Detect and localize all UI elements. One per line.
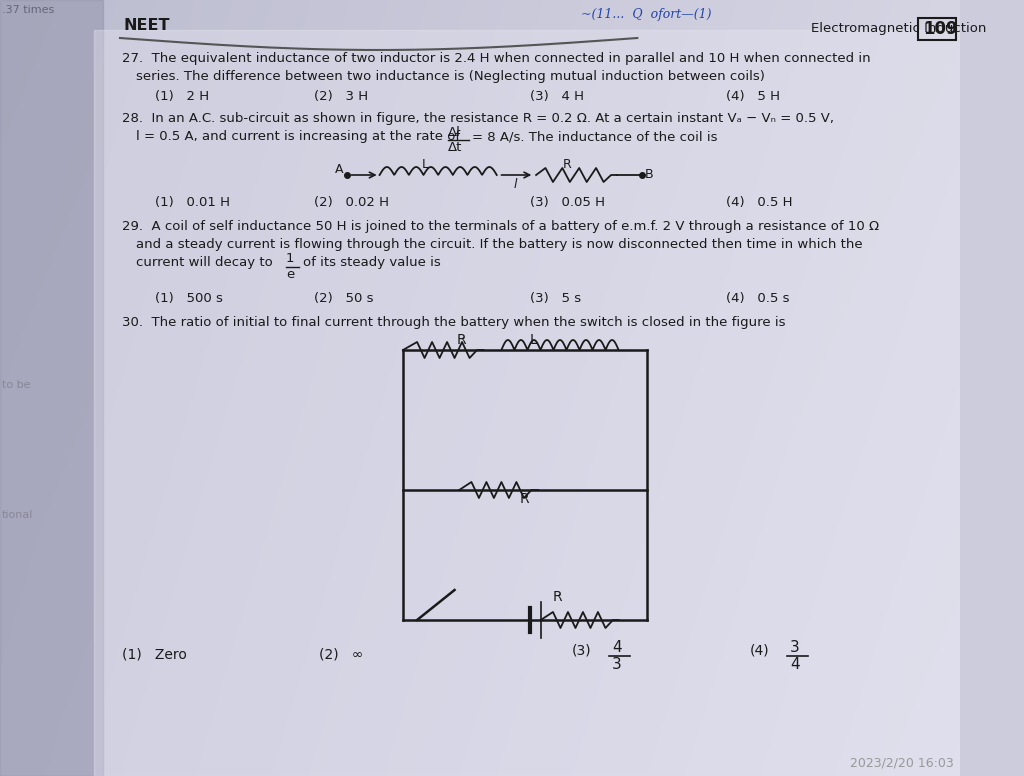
Text: 4: 4 bbox=[791, 657, 800, 672]
Text: (2)   ∞: (2) ∞ bbox=[318, 648, 362, 662]
Text: 1: 1 bbox=[286, 252, 294, 265]
Text: (1)   2 H: (1) 2 H bbox=[155, 90, 209, 103]
Text: (2)   0.02 H: (2) 0.02 H bbox=[314, 196, 389, 209]
Text: Δt: Δt bbox=[447, 141, 463, 154]
Text: L: L bbox=[529, 333, 538, 347]
Text: (4): (4) bbox=[750, 644, 769, 658]
Text: to be: to be bbox=[2, 380, 31, 390]
Text: R: R bbox=[457, 333, 466, 347]
Text: = 8 A/s. The inductance of the coil is: = 8 A/s. The inductance of the coil is bbox=[472, 130, 718, 143]
Text: NEET: NEET bbox=[124, 18, 170, 33]
Text: (2)   3 H: (2) 3 H bbox=[314, 90, 368, 103]
Text: series. The difference between two inductance is (Neglecting mutual induction be: series. The difference between two induc… bbox=[136, 70, 765, 83]
Text: 3: 3 bbox=[791, 640, 800, 655]
Text: (4)   0.5 H: (4) 0.5 H bbox=[726, 196, 793, 209]
Text: (4)   5 H: (4) 5 H bbox=[726, 90, 780, 103]
Text: 28.  In an A.C. sub-circuit as shown in figure, the resistance R = 0.2 Ω. At a c: 28. In an A.C. sub-circuit as shown in f… bbox=[122, 112, 834, 125]
Text: (1)   0.01 H: (1) 0.01 H bbox=[155, 196, 229, 209]
Text: (1)   500 s: (1) 500 s bbox=[155, 292, 222, 305]
Text: R: R bbox=[562, 158, 571, 171]
Text: 109: 109 bbox=[924, 20, 957, 38]
Text: 30.  The ratio of initial to final current through the battery when the switch i: 30. The ratio of initial to final curren… bbox=[122, 316, 785, 329]
Text: 29.  A coil of self inductance 50 H is joined to the terminals of a battery of e: 29. A coil of self inductance 50 H is jo… bbox=[122, 220, 879, 233]
Text: e: e bbox=[286, 268, 294, 281]
Text: L: L bbox=[422, 158, 429, 171]
Text: (3): (3) bbox=[571, 644, 591, 658]
Text: (1)   Zero: (1) Zero bbox=[122, 648, 186, 662]
Text: (2)   50 s: (2) 50 s bbox=[314, 292, 374, 305]
Text: ~(11...  Q  ofort—(1): ~(11... Q ofort—(1) bbox=[581, 8, 712, 21]
Text: Electromagnetic Induction: Electromagnetic Induction bbox=[811, 22, 986, 35]
Text: 27.  The equivalent inductance of two inductor is 2.4 H when connected in parall: 27. The equivalent inductance of two ind… bbox=[122, 52, 870, 65]
Text: R: R bbox=[519, 492, 528, 506]
Text: current will decay to: current will decay to bbox=[136, 256, 272, 269]
Text: (3)   5 s: (3) 5 s bbox=[529, 292, 581, 305]
Text: (3)   4 H: (3) 4 H bbox=[529, 90, 584, 103]
Bar bbox=[919, 18, 956, 40]
Text: and a steady current is flowing through the circuit. If the battery is now disco: and a steady current is flowing through … bbox=[136, 238, 862, 251]
Text: l = 0.5 A, and current is increasing at the rate of: l = 0.5 A, and current is increasing at … bbox=[136, 130, 460, 143]
Text: 4: 4 bbox=[612, 640, 622, 655]
Text: of its steady value is: of its steady value is bbox=[303, 256, 440, 269]
Bar bbox=[0, 0, 103, 776]
Text: R: R bbox=[553, 590, 562, 604]
Text: (4)   0.5 s: (4) 0.5 s bbox=[726, 292, 790, 305]
Text: l: l bbox=[514, 178, 517, 191]
Text: 3: 3 bbox=[612, 657, 622, 672]
Text: 2023/2/20 16:03: 2023/2/20 16:03 bbox=[850, 756, 954, 769]
Text: .37 times: .37 times bbox=[2, 5, 54, 15]
Text: B: B bbox=[645, 168, 653, 181]
Text: Δl: Δl bbox=[447, 126, 461, 139]
Text: A: A bbox=[335, 163, 343, 176]
Text: tional: tional bbox=[2, 510, 33, 520]
Text: (3)   0.05 H: (3) 0.05 H bbox=[529, 196, 604, 209]
